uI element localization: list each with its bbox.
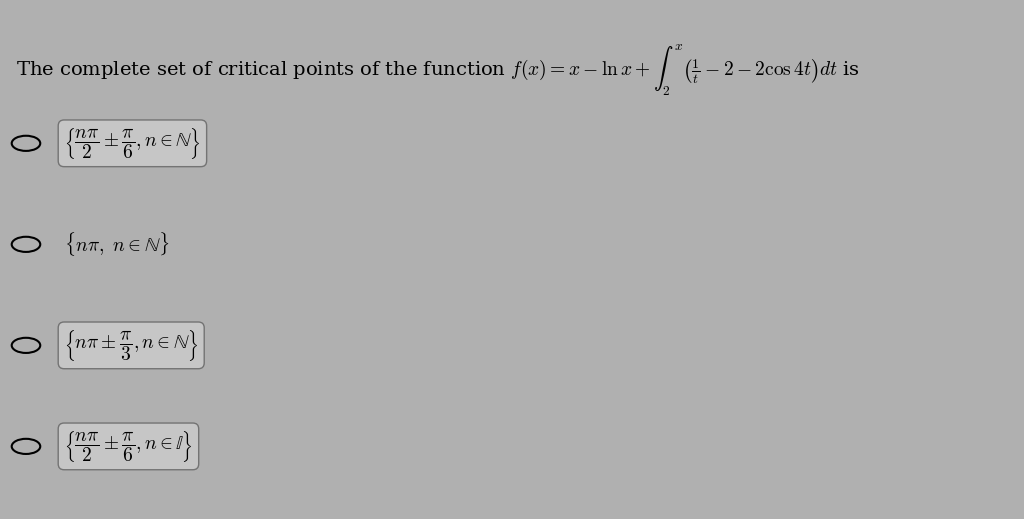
Text: $\left\{\dfrac{n\pi}{2} \pm \dfrac{\pi}{6}, n \in \mathbb{N}\right\}$: $\left\{\dfrac{n\pi}{2} \pm \dfrac{\pi}{… — [65, 126, 201, 161]
Text: The complete set of critical points of the function $f(x) = x - \ln x + \int_{2}: The complete set of critical points of t… — [16, 43, 860, 98]
Text: $\{n\pi,\ n \in \mathbb{N}\}$: $\{n\pi,\ n \in \mathbb{N}\}$ — [65, 230, 169, 258]
Text: $\left\{n\pi \pm \dfrac{\pi}{3}, n \in \mathbb{N}\right\}$: $\left\{n\pi \pm \dfrac{\pi}{3}, n \in \… — [65, 328, 199, 363]
Text: $\left\{\dfrac{n\pi}{2} \pm \dfrac{\pi}{6}, n \in \mathbb{I}\right\}$: $\left\{\dfrac{n\pi}{2} \pm \dfrac{\pi}{… — [65, 429, 193, 464]
